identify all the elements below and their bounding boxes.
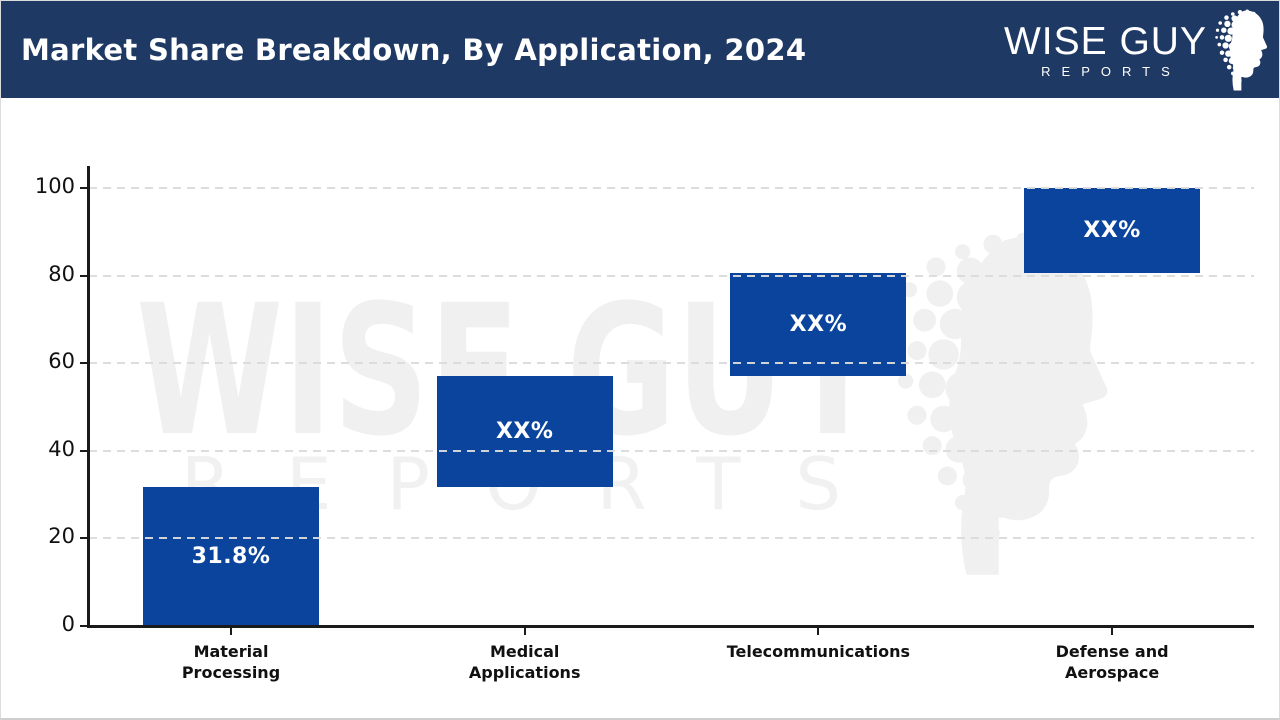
y-tick-label: 20 [48, 524, 75, 549]
gridline-20 [89, 537, 1254, 540]
bar-telecommunications: XX% [730, 273, 907, 376]
gridline-60 [89, 362, 1254, 365]
y-tick-mark [80, 187, 88, 190]
dotted-head-profile-icon [1215, 9, 1267, 91]
y-tick-mark [80, 274, 88, 277]
gridline-80 [89, 274, 1254, 277]
gridline-40 [89, 449, 1254, 452]
x-tick-mark [817, 628, 820, 635]
y-tick-label: 0 [61, 612, 75, 636]
x-tick-mark [523, 628, 526, 635]
header: Market Share Breakdown, By Application, … [1, 1, 1279, 98]
bar-value-label-material-processing: 31.8% [191, 543, 271, 569]
bar-medical-applications: XX% [436, 375, 613, 487]
chart-title: Market Share Breakdown, By Application, … [21, 32, 807, 67]
x-axis-line [87, 625, 1254, 628]
x-tick-mark [230, 628, 232, 635]
y-tick-label: 100 [34, 174, 75, 199]
y-tick-label: 80 [48, 261, 75, 286]
bar-value-label-defense-and-aerospace: XX% [1083, 218, 1141, 244]
y-tick-mark [80, 537, 88, 540]
category-label-line: Telecommunications [726, 642, 911, 661]
category-label-line: Material [193, 642, 269, 661]
bar-value-label-telecommunications: XX% [789, 311, 848, 337]
category-label-line: Applications [468, 663, 581, 682]
logo-text: WISE GUY REPORTS [1004, 22, 1207, 79]
category-label-line: Aerospace [1064, 663, 1160, 682]
watermark-head-icon [888, 232, 1108, 575]
category-label-defense-and-aerospace: Defense and Aerospace [992, 641, 1232, 683]
y-tick-mark [80, 625, 88, 627]
logo-sub: REPORTS [1041, 63, 1181, 79]
bar-defense-and-aerospace: XX% [1024, 188, 1201, 274]
category-label-line: Defense and [1055, 642, 1169, 661]
bar-material-processing: 31.8% [143, 486, 319, 626]
y-tick-label: 40 [48, 436, 75, 461]
y-tick-mark [80, 362, 88, 365]
x-tick-mark [1111, 628, 1114, 635]
bar-value-label-medical-applications: XX% [495, 418, 554, 444]
logo-brand: WISE GUY [1003, 19, 1207, 63]
category-label-telecommunications: Telecommunications [698, 641, 938, 662]
y-tick-mark [80, 449, 88, 452]
brand-logo: WISE GUY REPORTS [1004, 5, 1267, 95]
y-axis-line [87, 166, 90, 628]
category-label-material-processing: Material Processing [111, 641, 351, 683]
y-tick-label: 60 [48, 349, 75, 374]
category-label-medical-applications: Medical Applications [405, 641, 645, 683]
category-label-line: Processing [181, 663, 281, 682]
gridline-100 [89, 187, 1254, 190]
category-label-line: Medical [489, 642, 560, 661]
